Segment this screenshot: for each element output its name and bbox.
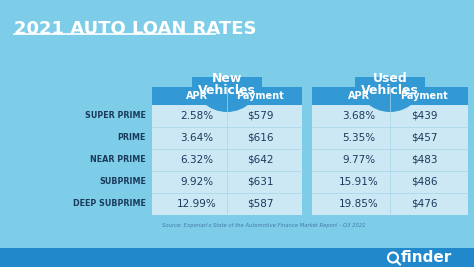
- Text: Vehicles: Vehicles: [198, 84, 256, 97]
- Text: NEAR PRIME: NEAR PRIME: [91, 155, 146, 164]
- Text: $486: $486: [411, 177, 438, 187]
- Text: 3.68%: 3.68%: [342, 111, 375, 121]
- FancyBboxPatch shape: [312, 87, 468, 105]
- Text: APR: APR: [348, 91, 370, 101]
- Text: Used: Used: [373, 72, 407, 85]
- Text: $439: $439: [411, 111, 438, 121]
- Text: 9.77%: 9.77%: [342, 155, 375, 165]
- Text: $476: $476: [411, 199, 438, 209]
- Text: 9.92%: 9.92%: [181, 177, 214, 187]
- Text: SUBPRIME: SUBPRIME: [99, 178, 146, 187]
- Text: 3.64%: 3.64%: [181, 133, 214, 143]
- Text: PRIME: PRIME: [118, 134, 146, 143]
- Text: DEEP SUBPRIME: DEEP SUBPRIME: [73, 199, 146, 209]
- Text: 12.99%: 12.99%: [177, 199, 217, 209]
- Text: 15.91%: 15.91%: [339, 177, 379, 187]
- Text: $631: $631: [247, 177, 273, 187]
- Text: SUPER PRIME: SUPER PRIME: [85, 112, 146, 120]
- Text: New: New: [212, 72, 242, 85]
- FancyBboxPatch shape: [312, 87, 468, 215]
- Text: 2021 AUTO LOAN RATES: 2021 AUTO LOAN RATES: [14, 20, 256, 38]
- Text: 19.85%: 19.85%: [339, 199, 379, 209]
- Text: $616: $616: [247, 133, 273, 143]
- Text: 5.35%: 5.35%: [342, 133, 375, 143]
- Text: APR: APR: [186, 91, 208, 101]
- Text: $457: $457: [411, 133, 438, 143]
- Text: Vehicles: Vehicles: [361, 84, 419, 97]
- Text: 2.58%: 2.58%: [181, 111, 214, 121]
- Wedge shape: [192, 77, 262, 112]
- Text: Payment: Payment: [401, 91, 448, 101]
- FancyBboxPatch shape: [192, 77, 262, 92]
- Text: $642: $642: [247, 155, 273, 165]
- FancyBboxPatch shape: [152, 87, 302, 105]
- Text: Source: Experian's State of the Automotive Finance Market Report – Q3 2021: Source: Experian's State of the Automoti…: [162, 223, 365, 228]
- Text: Payment: Payment: [236, 91, 284, 101]
- Text: finder: finder: [401, 250, 452, 265]
- Text: 6.32%: 6.32%: [181, 155, 214, 165]
- Text: $483: $483: [411, 155, 438, 165]
- FancyBboxPatch shape: [152, 87, 302, 215]
- Wedge shape: [355, 77, 425, 112]
- Text: $587: $587: [247, 199, 273, 209]
- FancyBboxPatch shape: [0, 248, 474, 267]
- Text: $579: $579: [247, 111, 273, 121]
- FancyBboxPatch shape: [355, 77, 425, 92]
